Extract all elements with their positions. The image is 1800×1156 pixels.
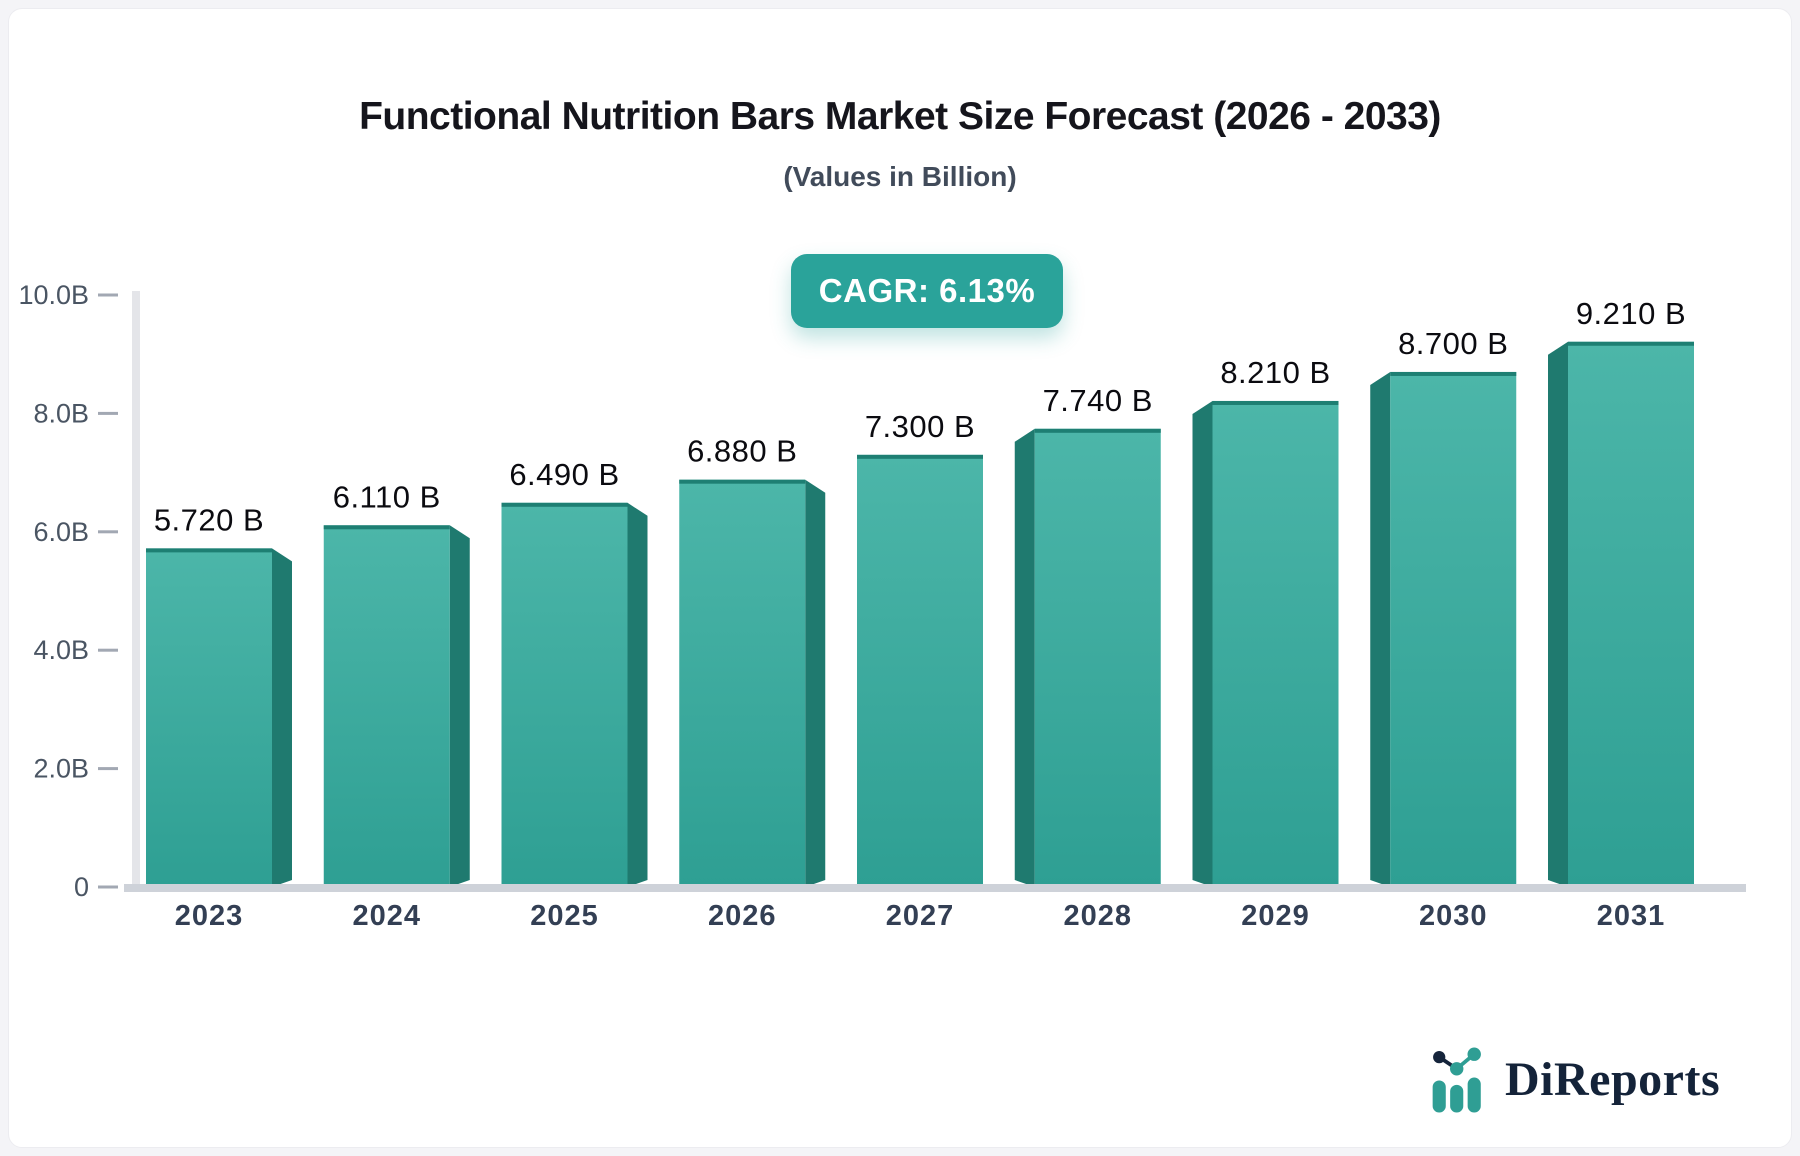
- bar-side-face: [1014, 428, 1035, 887]
- x-axis-label: 2028: [1063, 900, 1132, 932]
- chart-header: Functional Nutrition Bars Market Size Fo…: [9, 95, 1791, 193]
- x-axis-label: 2029: [1241, 900, 1310, 932]
- cagr-badge: CAGR: 6.13%: [791, 254, 1063, 328]
- logo-text: DiReports: [1505, 1052, 1721, 1106]
- y-tick-label: 10.0B: [18, 280, 89, 310]
- bar-2029: 8.210 B 2029: [1192, 355, 1339, 932]
- bar-face: [1212, 400, 1339, 887]
- bar-chart: 0 2.0B 4.0B 6.0B 8.0B 10.0B 5.720 B 2023 6.110 B…: [18, 280, 1746, 932]
- y-tick-mark: [98, 648, 118, 652]
- y-tick-label: 2.0B: [33, 754, 89, 784]
- direports-logo: DiReports: [1429, 1037, 1720, 1121]
- bar-value-label: 8.700 B: [1398, 326, 1508, 361]
- bar-side-face: [449, 525, 470, 887]
- bar-top-edge: [323, 525, 450, 530]
- bar-side-face: [1548, 341, 1568, 887]
- bar-face: [146, 548, 272, 887]
- bar-face: [323, 525, 450, 887]
- y-tick-label: 0: [74, 872, 89, 902]
- bar-value-label: 6.880 B: [687, 434, 797, 469]
- bar-value-label: 7.300 B: [865, 409, 975, 444]
- y-tick-label: 8.0B: [33, 398, 89, 428]
- x-axis-label: 2023: [175, 900, 244, 932]
- bar-value-label: 5.720 B: [154, 502, 264, 537]
- y-tick-mark: [98, 293, 118, 297]
- bar-side-face: [1192, 400, 1213, 887]
- bar-2027: 7.300 B 2027: [857, 409, 983, 932]
- bar-value-label: 8.210 B: [1220, 355, 1330, 390]
- y-tick-label: 6.0B: [33, 517, 89, 547]
- y-tick-label: 4.0B: [33, 635, 89, 665]
- bar-top-edge: [679, 479, 806, 484]
- chart-subtitle: (Values in Billion): [783, 161, 1017, 192]
- y-tick-mark: [98, 767, 118, 771]
- bar-side-face: [805, 479, 826, 887]
- bar-2023: 5.720 B 2023: [146, 502, 292, 932]
- bar-face: [857, 454, 983, 887]
- bar-side-face: [627, 502, 648, 887]
- bar-value-label: 6.110 B: [333, 479, 441, 514]
- bar-2026: 6.880 B 2026: [679, 434, 826, 932]
- x-axis-label: 2031: [1597, 900, 1666, 932]
- bar-2031: 9.210 B 2031: [1548, 296, 1694, 932]
- bar-face: [1568, 341, 1694, 887]
- bar-face: [679, 479, 806, 887]
- mini-bar-chart-trend-icon: [1432, 1047, 1481, 1113]
- y-tick-mark: [98, 885, 118, 889]
- bar-top-edge: [501, 502, 628, 507]
- x-axis-label: 2024: [352, 900, 421, 932]
- bar-2025: 6.490 B 2025: [501, 457, 648, 932]
- bar-side-face: [1370, 371, 1391, 888]
- x-axis-label: 2030: [1419, 900, 1488, 932]
- bar-top-edge: [1212, 400, 1339, 405]
- x-axis-label: 2026: [708, 900, 777, 932]
- x-axis-label: 2027: [886, 900, 955, 932]
- y-tick-mark: [98, 411, 118, 415]
- chart-title: Functional Nutrition Bars Market Size Fo…: [359, 95, 1441, 138]
- bar-value-label: 9.210 B: [1576, 296, 1686, 331]
- bar-top-edge: [146, 548, 272, 553]
- x-axis-line: [124, 884, 1746, 892]
- bar-side-face: [272, 548, 292, 887]
- bar-2028: 7.740 B 2028: [1014, 383, 1161, 932]
- bar-2024: 6.110 B 2024: [323, 479, 470, 932]
- bar-top-edge: [1568, 341, 1694, 346]
- bar-value-label: 7.740 B: [1043, 383, 1153, 418]
- x-axis-label: 2025: [530, 900, 599, 932]
- y-axis-line: [132, 291, 140, 885]
- chart-card: Functional Nutrition Bars Market Size Fo…: [8, 8, 1792, 1148]
- y-tick-mark: [98, 530, 118, 534]
- bar-face: [501, 502, 628, 887]
- bar-top-edge: [1034, 428, 1161, 433]
- bar-2030: 8.700 B 2030: [1370, 326, 1517, 932]
- bar-face: [1390, 371, 1517, 888]
- bar-face: [1034, 428, 1161, 887]
- bar-top-edge: [857, 454, 983, 459]
- bar-value-label: 6.490 B: [509, 457, 619, 492]
- cagr-badge-label: CAGR: 6.13%: [818, 272, 1036, 309]
- bar-top-edge: [1390, 371, 1517, 376]
